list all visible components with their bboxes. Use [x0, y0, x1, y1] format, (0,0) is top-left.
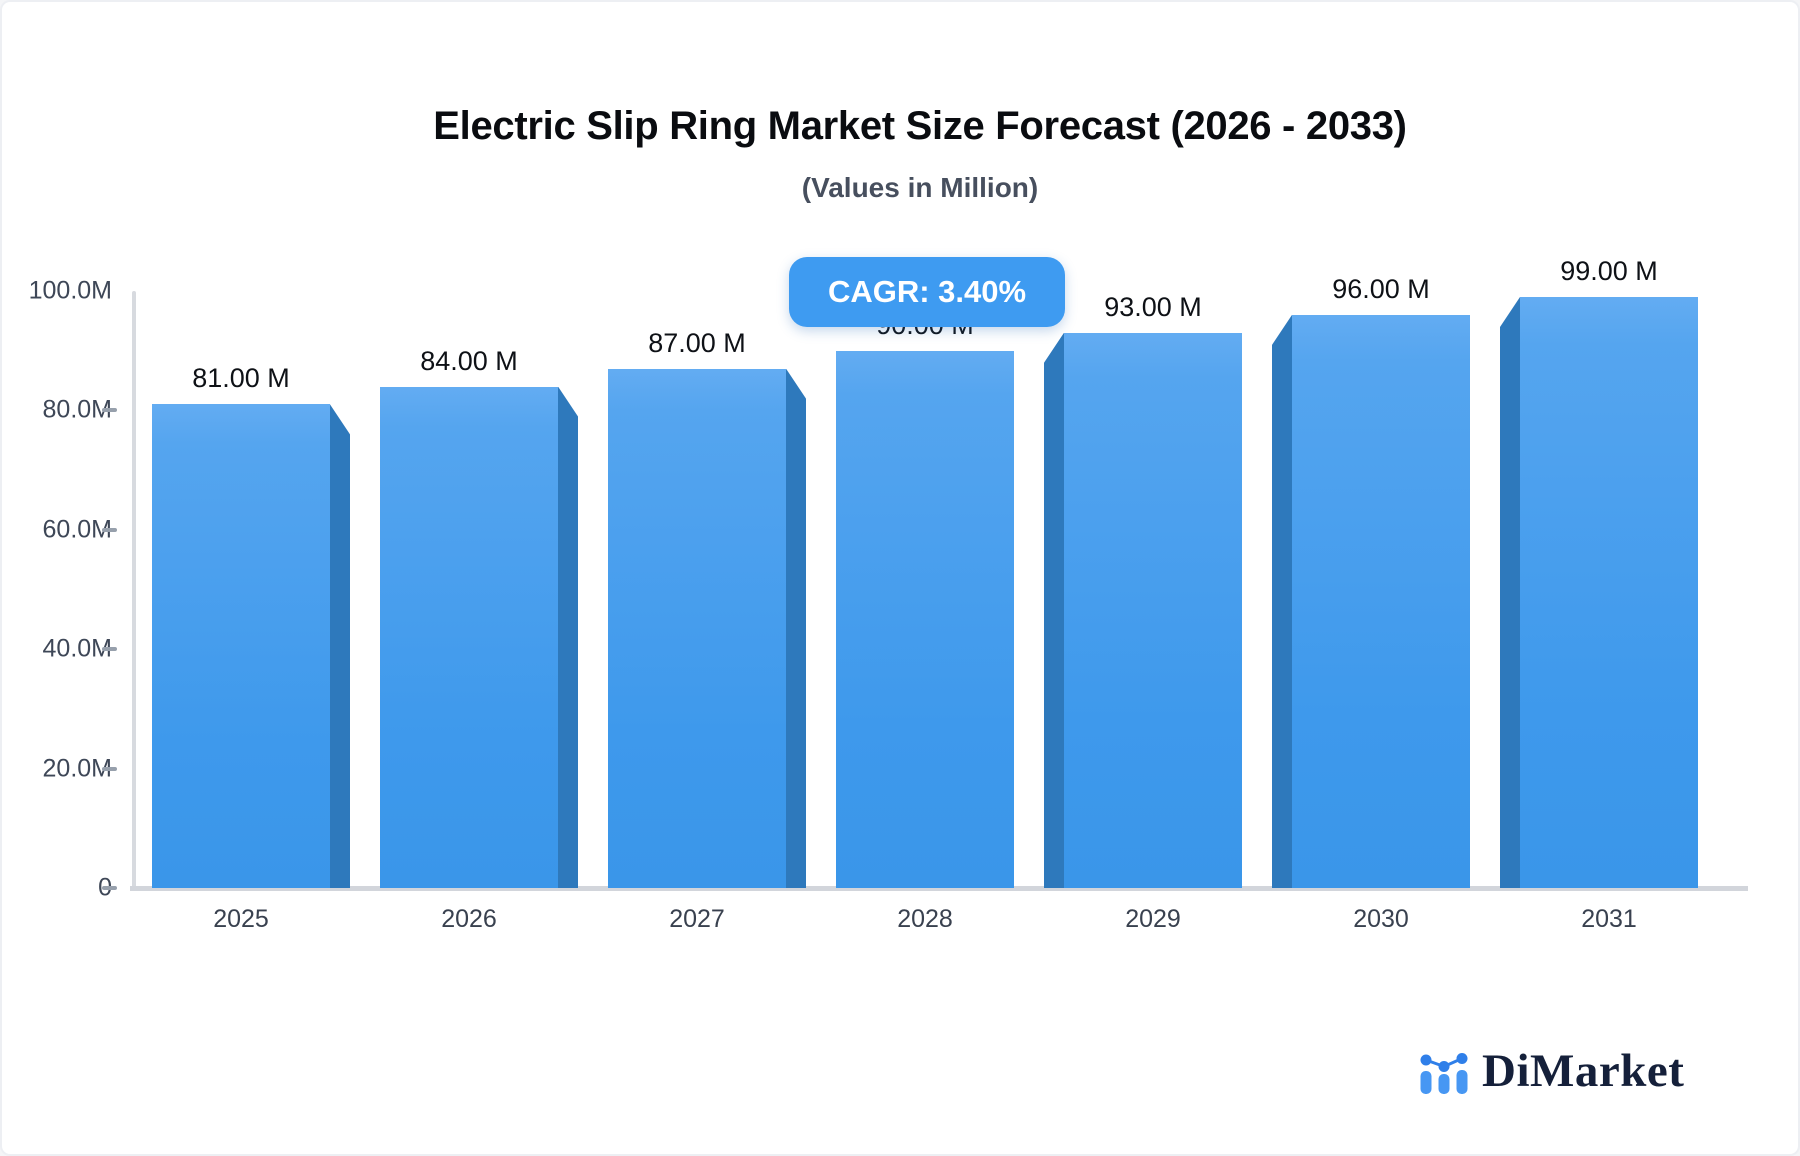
logo-text: DiMarket: [1482, 1044, 1685, 1097]
x-axis-label: 2026: [441, 905, 497, 933]
y-axis-tick-dash: [102, 886, 117, 890]
bar-value-label: 87.00 M: [648, 327, 746, 358]
y-axis-tick-dash: [102, 766, 117, 771]
bar-value-label: 84.00 M: [420, 345, 518, 376]
y-axis-tick-label: 60.0M: [42, 515, 112, 544]
bar-3d-side: [1272, 314, 1292, 888]
y-axis-tick-label: 20.0M: [42, 754, 112, 783]
bar-2028[interactable]: [836, 350, 1014, 888]
chart-title: Electric Slip Ring Market Size Forecast …: [433, 104, 1407, 148]
bar-value-label: 93.00 M: [1104, 291, 1202, 322]
x-axis-label: 2025: [213, 905, 269, 933]
bar-2027[interactable]: [608, 368, 786, 888]
x-axis-line: [130, 886, 1748, 891]
y-axis-tick-label: 80.0M: [42, 395, 112, 424]
bar-value-label: 96.00 M: [1332, 273, 1430, 304]
bar-2031[interactable]: [1520, 296, 1698, 888]
bar-3d-side: [558, 386, 578, 888]
x-axis-label: 2031: [1581, 905, 1637, 933]
x-axis-label: 2028: [897, 905, 953, 933]
x-axis-label: 2030: [1353, 905, 1409, 933]
chart-subtitle: (Values in Million): [801, 172, 1039, 203]
y-axis-tick-dash: [102, 527, 117, 532]
bar-2029[interactable]: [1064, 332, 1242, 888]
bar-3d-side: [1044, 332, 1064, 888]
bar-chart-logo-icon: [1420, 1053, 1468, 1094]
y-axis-line: [132, 291, 136, 888]
bar-2026[interactable]: [380, 386, 558, 888]
y-axis-tick-label: 40.0M: [42, 634, 112, 663]
x-axis-label: 2027: [669, 905, 725, 933]
bar-2025[interactable]: [152, 404, 330, 888]
y-axis-tick-dash: [102, 408, 117, 413]
cagr-badge: CAGR: 3.40%: [789, 257, 1065, 327]
bar-3d-side: [330, 404, 350, 888]
dimarket-logo[interactable]: DiMarket: [1420, 1040, 1684, 1094]
x-axis-label: 2029: [1125, 905, 1181, 933]
bar-value-label: 99.00 M: [1560, 255, 1658, 286]
bar-3d-side: [786, 368, 806, 888]
y-axis-tick-label: 0: [2, 874, 112, 903]
bar-2030[interactable]: [1292, 314, 1470, 888]
y-axis-tick-dash: [102, 647, 117, 652]
y-axis-tick-label: 100.0M: [28, 276, 112, 305]
bar-3d-side: [1500, 296, 1520, 888]
bar-value-label: 81.00 M: [192, 363, 290, 394]
